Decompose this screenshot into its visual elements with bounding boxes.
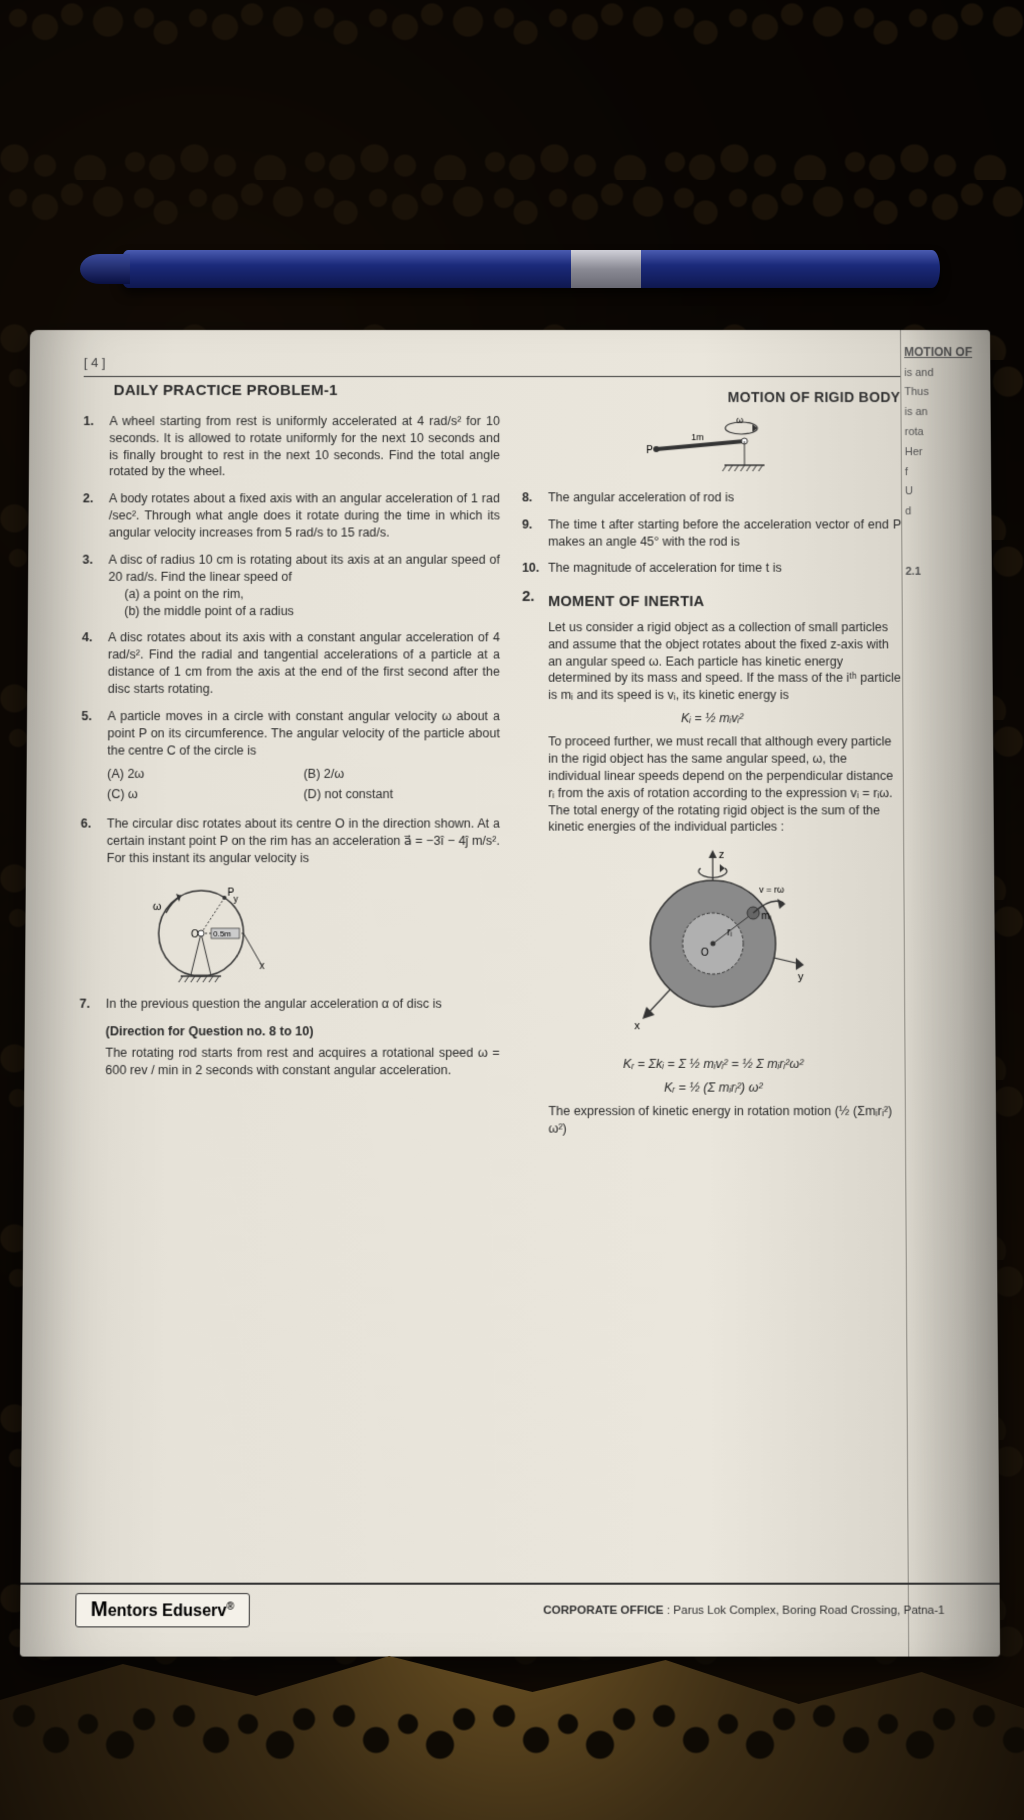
- question-2: 2. A body rotates about a fixed axis wit…: [83, 491, 500, 542]
- svg-text:ω: ω: [153, 901, 162, 913]
- page-number: [ 4 ]: [84, 354, 901, 372]
- q-text: A body rotates about a fixed axis with a…: [109, 491, 500, 542]
- q-number: 9.: [522, 516, 548, 550]
- rod-svg: ω 1m P: [636, 413, 787, 483]
- opt-D: (D) not constant: [303, 784, 499, 805]
- q-number: 4.: [82, 630, 109, 698]
- question-6: 6. The circular disc rotates about its c…: [80, 816, 499, 867]
- svg-text:P: P: [646, 445, 653, 456]
- q3-opt-b: (b) the middle point of a radius: [108, 603, 500, 620]
- q5-stem: A particle moves in a circle with consta…: [107, 709, 500, 757]
- q-number: 8.: [522, 489, 548, 506]
- q3-opt-a: (a) a point on the rim,: [108, 586, 500, 603]
- q-text: A disc rotates about its axis with a con…: [108, 630, 500, 698]
- section-num: 2.: [522, 587, 548, 619]
- moment-para-2: To proceed further, we must recall that …: [548, 733, 903, 836]
- q3-stem: A disc of radius 10 cm is rotating about…: [108, 553, 499, 584]
- running-head: MOTION OF RIGID BODY: [728, 388, 901, 407]
- question-10: 10. The magnitude of acceleration for ti…: [522, 560, 902, 577]
- opt-C: (C) ω: [107, 784, 303, 805]
- question-1: 1. A wheel starting from rest is uniform…: [83, 413, 500, 481]
- opt-A: (A) 2ω: [107, 763, 303, 784]
- question-4: 4. A disc rotates about its axis with a …: [82, 630, 500, 698]
- page-content: [ 4 ] DAILY PRACTICE PROBLEM-1 MOTION OF…: [24, 330, 997, 1158]
- svg-text:ω: ω: [736, 415, 743, 425]
- disc-svg: P y O 0.5m x ω: [130, 877, 292, 989]
- q-text: A particle moves in a circle with consta…: [107, 708, 500, 806]
- question-7: 7. In the previous question the angular …: [79, 995, 499, 1012]
- publisher-logo: MMentors Eduserventors Eduserv®: [75, 1593, 249, 1627]
- q-text: A disc of radius 10 cm is rotating about…: [108, 552, 500, 620]
- svg-text:z: z: [719, 849, 725, 861]
- q-text: The magnitude of acceleration for time t…: [548, 560, 901, 577]
- q-number: 6.: [80, 816, 107, 867]
- question-9: 9. The time t after starting before the …: [522, 516, 901, 550]
- header-rule: DAILY PRACTICE PROBLEM-1 MOTION OF RIGID…: [83, 376, 900, 407]
- svg-text:mᵢ: mᵢ: [761, 911, 771, 922]
- right-column: ω 1m P 8.: [522, 413, 905, 1138]
- disc-figure: P y O 0.5m x ω: [130, 877, 292, 989]
- blue-pen: [120, 250, 940, 288]
- moment-title: MOMENT OF INERTIA: [548, 593, 704, 613]
- direction-body: The rotating rod starts from rest and ac…: [79, 1044, 500, 1079]
- svg-text:1m: 1m: [691, 432, 704, 442]
- q-text: The angular acceleration of rod is: [548, 489, 901, 506]
- moment-para-1: Let us consider a rigid object as a coll…: [548, 619, 902, 704]
- moment-svg: z y x O rᵢ: [612, 842, 815, 1046]
- left-column: 1. A wheel starting from rest is uniform…: [79, 413, 500, 1138]
- svg-text:O: O: [191, 929, 199, 940]
- q-number: 1.: [83, 413, 109, 481]
- svg-text:x: x: [634, 1020, 640, 1032]
- moment-para-3: The expression of kinetic energy in rota…: [548, 1103, 905, 1138]
- section-2-head: 2. MOMENT OF INERTIA: [522, 587, 902, 619]
- svg-text:y: y: [234, 894, 239, 904]
- q-text: The circular disc rotates about its cent…: [107, 816, 500, 867]
- question-5: 5. A particle moves in a circle with con…: [81, 708, 500, 806]
- formula-kr2: Kᵣ = ½ (Σ mᵢrᵢ²) ω²: [522, 1080, 905, 1097]
- q-number: 3.: [82, 552, 109, 620]
- dpp-title: DAILY PRACTICE PROBLEM-1: [114, 381, 338, 401]
- q-number: 5.: [81, 708, 108, 806]
- textbook-page: [ 4 ] DAILY PRACTICE PROBLEM-1 MOTION OF…: [20, 330, 1000, 1657]
- pen-band: [571, 250, 641, 288]
- direction-heading: (Direction for Question no. 8 to 10): [105, 1023, 499, 1040]
- q-number: 2.: [83, 491, 109, 542]
- svg-text:O: O: [701, 948, 709, 959]
- svg-text:v = rω: v = rω: [759, 885, 784, 895]
- q-text: In the previous question the angular acc…: [106, 995, 500, 1012]
- formula-kr1: Kᵣ = Σkᵢ = Σ ½ mᵢvᵢ² = ½ Σ mᵢrᵢ²ω²: [522, 1056, 905, 1073]
- q5-options: (A) 2ω (B) 2/ω (C) ω (D) not constant: [107, 763, 500, 805]
- opt-B: (B) 2/ω: [303, 763, 499, 784]
- page-footer: MMentors Eduserventors Eduserv® CORPORAT…: [20, 1583, 1000, 1628]
- rod-figure: ω 1m P: [636, 413, 787, 483]
- page-curve-shadow: [900, 330, 1000, 1657]
- question-3: 3. A disc of radius 10 cm is rotating ab…: [82, 552, 500, 620]
- svg-text:rᵢ: rᵢ: [727, 928, 732, 939]
- formula-ki: Kᵢ = ½ mᵢvᵢ²: [522, 710, 902, 727]
- question-8: 8. The angular acceleration of rod is: [522, 489, 901, 506]
- q-text: The time t after starting before the acc…: [548, 516, 901, 550]
- office-address: Parus Lok Complex, Boring Road Crossing,…: [673, 1604, 944, 1616]
- two-column-layout: 1. A wheel starting from rest is uniform…: [79, 413, 905, 1138]
- corporate-office: CORPORATE OFFICE : Parus Lok Complex, Bo…: [543, 1604, 945, 1616]
- svg-text:y: y: [798, 971, 804, 983]
- q-number: 10.: [522, 560, 548, 577]
- direction-text: The rotating rod starts from rest and ac…: [105, 1044, 500, 1079]
- svg-text:0.5m: 0.5m: [213, 929, 231, 938]
- q-text: A wheel starting from rest is uniformly …: [109, 413, 500, 481]
- moment-figure: z y x O rᵢ: [612, 842, 815, 1046]
- q-number: 7.: [79, 995, 105, 1012]
